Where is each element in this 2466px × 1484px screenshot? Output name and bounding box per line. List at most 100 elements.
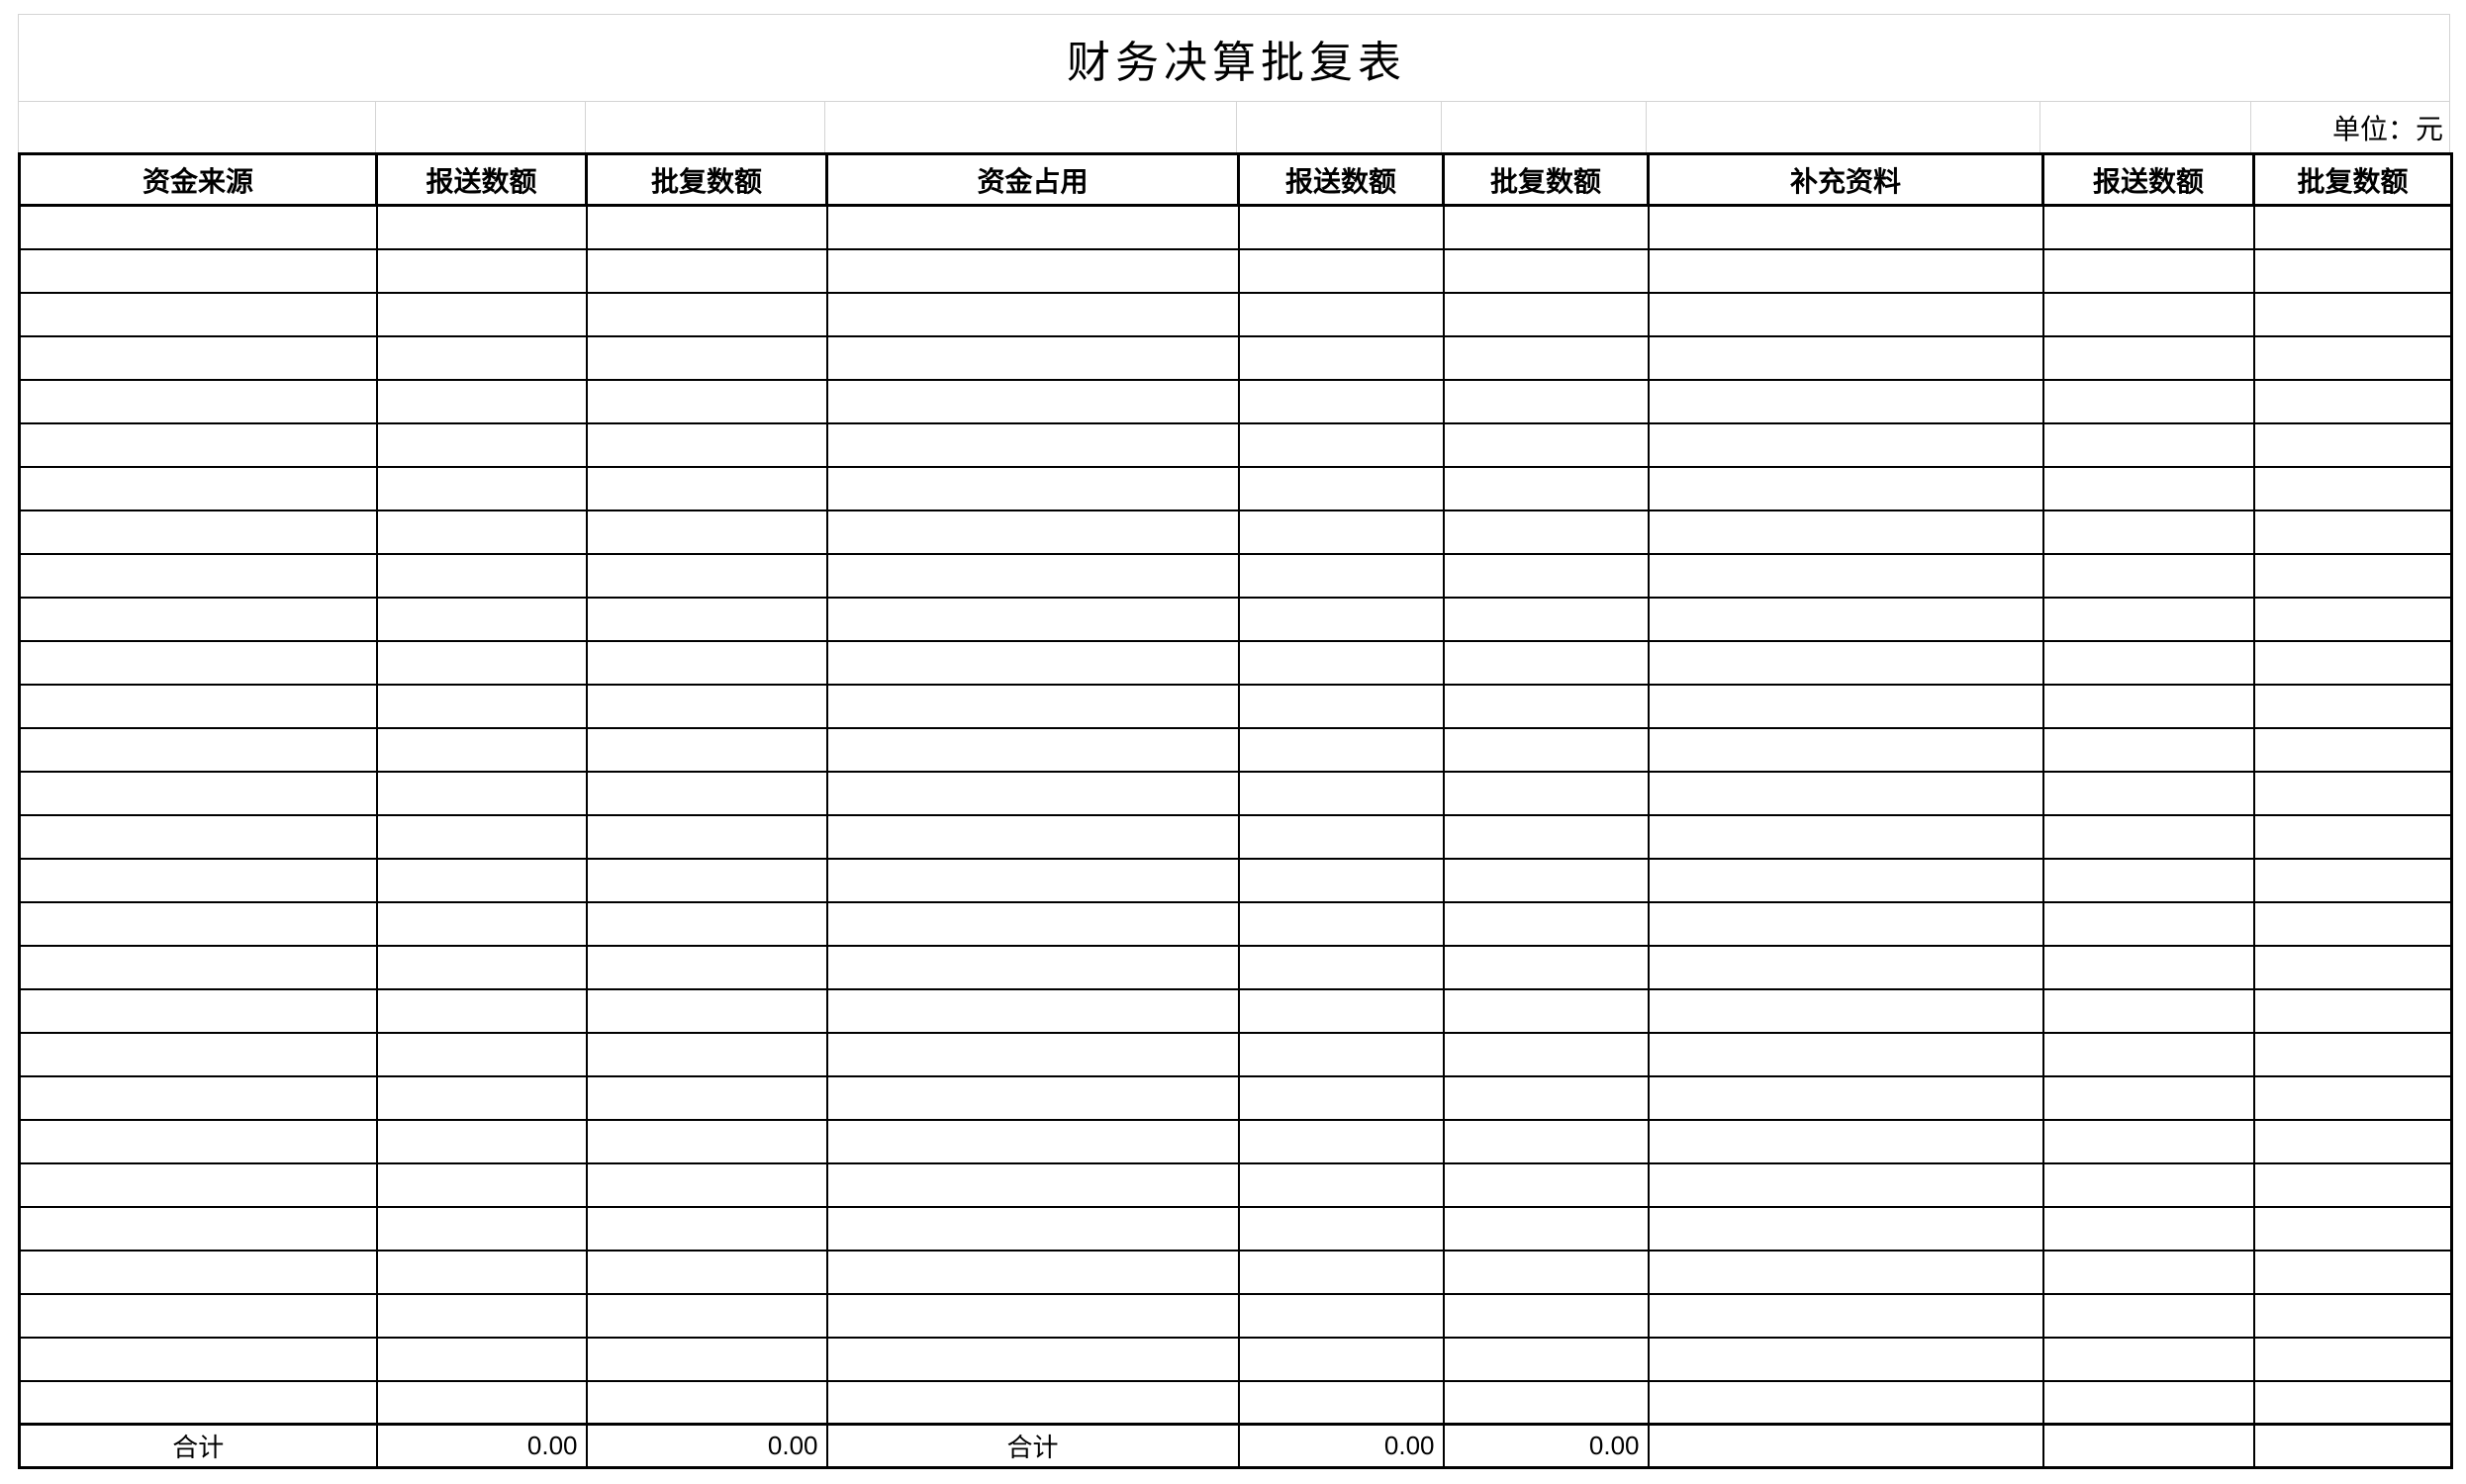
- empty-cell[interactable]: [825, 1074, 1240, 1121]
- empty-cell[interactable]: [1647, 552, 2044, 599]
- empty-cell[interactable]: [825, 1379, 1240, 1426]
- empty-cell[interactable]: [375, 421, 588, 468]
- empty-cell[interactable]: [18, 1249, 378, 1295]
- empty-cell[interactable]: [1237, 378, 1445, 424]
- empty-cell[interactable]: [18, 813, 378, 860]
- empty-cell[interactable]: [585, 900, 828, 947]
- empty-cell[interactable]: [585, 1031, 828, 1077]
- empty-cell[interactable]: [375, 857, 588, 903]
- empty-cell[interactable]: [585, 509, 828, 555]
- empty-cell[interactable]: [375, 1249, 588, 1295]
- empty-cell[interactable]: [375, 291, 588, 337]
- empty-cell[interactable]: [585, 987, 828, 1034]
- empty-cell[interactable]: [375, 1118, 588, 1164]
- empty-cell[interactable]: [825, 1336, 1240, 1382]
- empty-cell[interactable]: [1237, 291, 1445, 337]
- empty-cell[interactable]: [18, 1292, 378, 1339]
- empty-cell[interactable]: [375, 1205, 588, 1252]
- empty-cell[interactable]: [1647, 1205, 2044, 1252]
- empty-cell[interactable]: [2252, 1161, 2453, 1208]
- empty-cell[interactable]: [2252, 291, 2453, 337]
- empty-cell[interactable]: [375, 683, 588, 729]
- empty-cell[interactable]: [585, 247, 828, 294]
- empty-cell[interactable]: [18, 247, 378, 294]
- empty-cell[interactable]: [2252, 813, 2453, 860]
- empty-cell[interactable]: [375, 204, 588, 250]
- empty-cell[interactable]: [2252, 378, 2453, 424]
- empty-cell[interactable]: [1237, 247, 1445, 294]
- grid-cell[interactable]: [376, 102, 586, 152]
- empty-cell[interactable]: [2252, 247, 2453, 294]
- empty-cell[interactable]: [1442, 683, 1650, 729]
- empty-cell[interactable]: [1442, 509, 1650, 555]
- empty-cell[interactable]: [2041, 857, 2255, 903]
- empty-cell[interactable]: [1442, 1118, 1650, 1164]
- empty-cell[interactable]: [375, 552, 588, 599]
- empty-cell[interactable]: [825, 857, 1240, 903]
- empty-cell[interactable]: [1237, 813, 1445, 860]
- empty-cell[interactable]: [1647, 378, 2044, 424]
- empty-cell[interactable]: [375, 334, 588, 381]
- empty-cell[interactable]: [1237, 900, 1445, 947]
- empty-cell[interactable]: [1442, 596, 1650, 642]
- empty-cell[interactable]: [2252, 900, 2453, 947]
- empty-cell[interactable]: [1237, 639, 1445, 686]
- empty-cell[interactable]: [375, 465, 588, 511]
- empty-cell[interactable]: [585, 334, 828, 381]
- total-supplementary-submitted[interactable]: [2041, 1423, 2255, 1469]
- empty-cell[interactable]: [585, 1292, 828, 1339]
- empty-cell[interactable]: [585, 378, 828, 424]
- empty-cell[interactable]: [585, 465, 828, 511]
- empty-cell[interactable]: [18, 944, 378, 990]
- empty-cell[interactable]: [2252, 1074, 2453, 1121]
- empty-cell[interactable]: [1647, 770, 2044, 816]
- empty-cell[interactable]: [1442, 987, 1650, 1034]
- empty-cell[interactable]: [2252, 1292, 2453, 1339]
- empty-cell[interactable]: [1237, 1031, 1445, 1077]
- empty-cell[interactable]: [375, 813, 588, 860]
- empty-cell[interactable]: [2252, 987, 2453, 1034]
- empty-cell[interactable]: [1647, 596, 2044, 642]
- empty-cell[interactable]: [1647, 683, 2044, 729]
- empty-cell[interactable]: [825, 509, 1240, 555]
- empty-cell[interactable]: [2041, 683, 2255, 729]
- empty-cell[interactable]: [2041, 1205, 2255, 1252]
- empty-cell[interactable]: [18, 770, 378, 816]
- empty-cell[interactable]: [1442, 334, 1650, 381]
- empty-cell[interactable]: [2041, 1118, 2255, 1164]
- empty-cell[interactable]: [18, 552, 378, 599]
- empty-cell[interactable]: [1647, 1292, 2044, 1339]
- empty-cell[interactable]: [1442, 247, 1650, 294]
- empty-cell[interactable]: [18, 1118, 378, 1164]
- empty-cell[interactable]: [1442, 900, 1650, 947]
- empty-cell[interactable]: [825, 465, 1240, 511]
- grid-cell[interactable]: [19, 102, 376, 152]
- empty-cell[interactable]: [1442, 1074, 1650, 1121]
- empty-cell[interactable]: [1647, 1074, 2044, 1121]
- empty-cell[interactable]: [1237, 1292, 1445, 1339]
- empty-cell[interactable]: [375, 1031, 588, 1077]
- empty-cell[interactable]: [1442, 944, 1650, 990]
- empty-cell[interactable]: [18, 509, 378, 555]
- empty-cell[interactable]: [1647, 247, 2044, 294]
- empty-cell[interactable]: [585, 944, 828, 990]
- empty-cell[interactable]: [2252, 465, 2453, 511]
- empty-cell[interactable]: [1442, 1292, 1650, 1339]
- empty-cell[interactable]: [2041, 944, 2255, 990]
- empty-cell[interactable]: [18, 1379, 378, 1426]
- empty-cell[interactable]: [585, 639, 828, 686]
- empty-cell[interactable]: [1442, 291, 1650, 337]
- empty-cell[interactable]: [18, 596, 378, 642]
- empty-cell[interactable]: [825, 987, 1240, 1034]
- empty-cell[interactable]: [825, 726, 1240, 773]
- empty-cell[interactable]: [2041, 334, 2255, 381]
- empty-cell[interactable]: [1647, 1031, 2044, 1077]
- empty-cell[interactable]: [825, 1161, 1240, 1208]
- empty-cell[interactable]: [1647, 421, 2044, 468]
- empty-cell[interactable]: [1237, 683, 1445, 729]
- empty-cell[interactable]: [1442, 1336, 1650, 1382]
- empty-cell[interactable]: [2252, 1249, 2453, 1295]
- empty-cell[interactable]: [825, 639, 1240, 686]
- empty-cell[interactable]: [2041, 421, 2255, 468]
- empty-cell[interactable]: [18, 857, 378, 903]
